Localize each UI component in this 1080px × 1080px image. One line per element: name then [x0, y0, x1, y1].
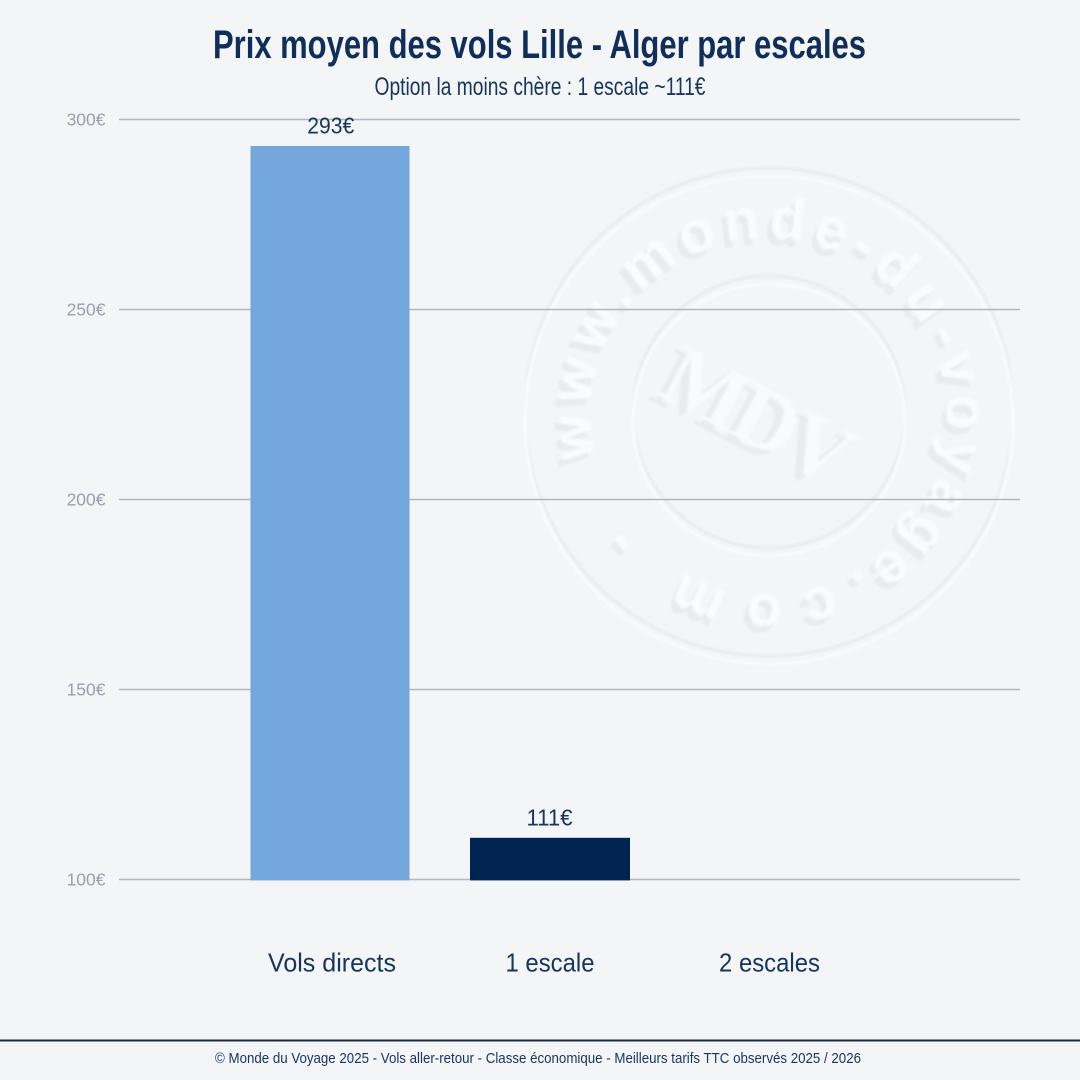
svg-text:300€: 300€ [67, 110, 106, 130]
svg-text:111€: 111€ [527, 805, 573, 831]
svg-text:2 escales: 2 escales [719, 948, 820, 978]
svg-text:293€: 293€ [307, 113, 354, 139]
svg-text:Prix moyen des vols Lille - Al: Prix moyen des vols Lille - Alger par es… [213, 23, 866, 67]
svg-text:100€: 100€ [67, 870, 106, 890]
svg-text:Option la moins chère : 1 esca: Option la moins chère : 1 escale ~111€ [375, 73, 706, 101]
svg-text:150€: 150€ [67, 680, 106, 700]
svg-text:Vols directs: Vols directs [268, 948, 396, 978]
svg-text:1 escale: 1 escale [506, 948, 595, 978]
svg-text:© Monde du Voyage 2025 - Vols: © Monde du Voyage 2025 - Vols aller-reto… [215, 1050, 861, 1067]
svg-text:250€: 250€ [67, 300, 106, 320]
svg-text:200€: 200€ [67, 490, 106, 510]
